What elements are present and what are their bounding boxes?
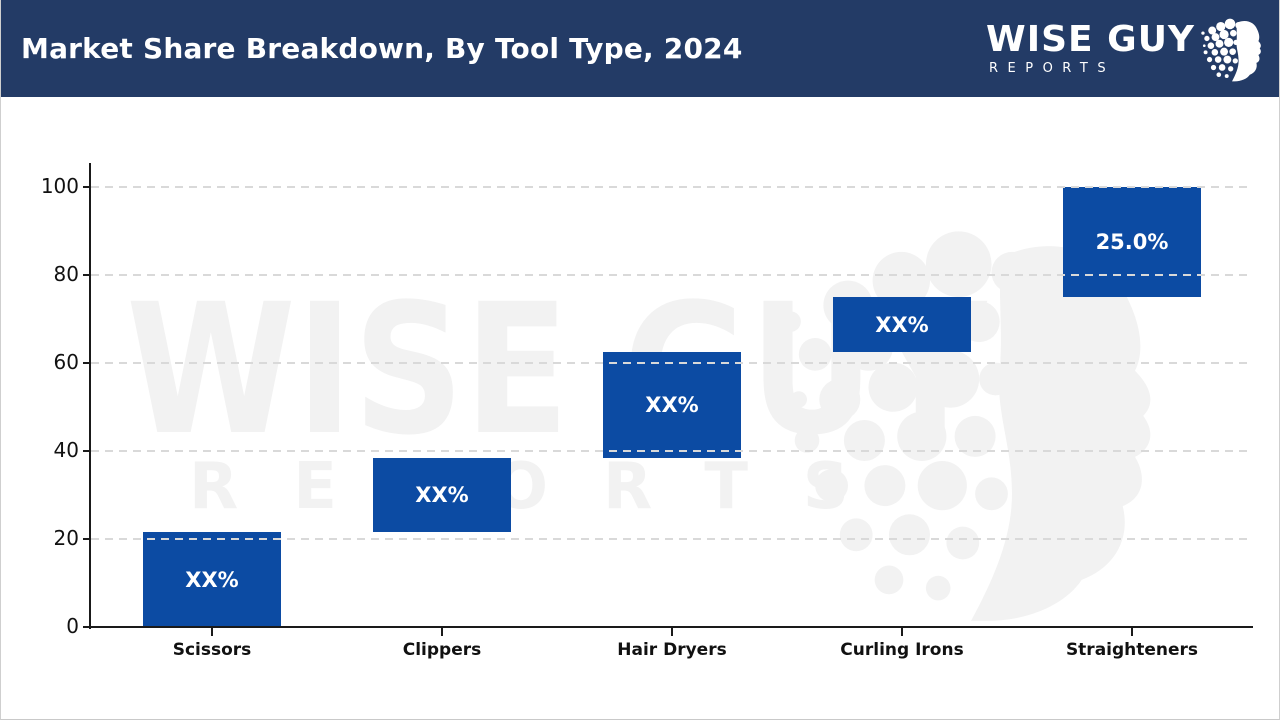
y-axis-tick — [83, 362, 91, 364]
x-category-label: Scissors — [172, 640, 252, 660]
y-tick-label: 80 — [53, 262, 79, 286]
x-category-label: Clippers — [402, 640, 482, 660]
y-gridline — [91, 274, 1253, 276]
y-gridline — [91, 538, 1253, 540]
x-axis-tick — [671, 628, 673, 636]
y-gridline — [91, 186, 1253, 188]
y-gridline — [91, 362, 1253, 364]
bar-clippers: XX% — [373, 457, 511, 533]
y-axis-tick — [83, 450, 91, 452]
x-axis-tick — [901, 628, 903, 636]
bar-value-label: XX% — [645, 392, 699, 417]
header-bar: Market Share Breakdown, By Tool Type, 20… — [1, 0, 1279, 97]
y-gridline — [91, 450, 1253, 452]
y-tick-label: 40 — [53, 438, 79, 462]
y-tick-label: 0 — [66, 614, 79, 638]
page-title: Market Share Breakdown, By Tool Type, 20… — [21, 32, 743, 65]
x-category-label: Curling Irons — [840, 640, 964, 660]
bar-value-label: XX% — [185, 567, 239, 592]
logo-main-text: WISE GUY — [985, 18, 1195, 60]
bar-scissors: XX% — [143, 532, 281, 627]
wise-guy-logo: WISE GUY REPORTS — [986, 9, 1265, 89]
bar-value-label: 25.0% — [1095, 230, 1169, 254]
x-axis-tick — [211, 628, 213, 636]
x-category-label: Hair Dryers — [617, 640, 727, 660]
bar-value-label: XX% — [415, 482, 469, 507]
x-axis-tick — [441, 628, 443, 636]
logo-face-icon — [1199, 9, 1265, 89]
y-tick-label: 60 — [53, 350, 79, 374]
y-axis-line — [89, 163, 91, 629]
y-axis-tick — [83, 274, 91, 276]
bar-curling-irons: XX% — [833, 297, 971, 352]
x-category-label: Straighteners — [1065, 640, 1199, 660]
bar-hair-dryers: XX% — [603, 352, 741, 458]
x-axis-tick — [1131, 628, 1133, 636]
bar-value-label: XX% — [875, 312, 929, 337]
y-axis-tick — [83, 626, 91, 628]
y-axis-tick — [83, 186, 91, 188]
y-axis-tick — [83, 538, 91, 540]
y-tick-label: 100 — [40, 174, 79, 198]
y-tick-label: 20 — [53, 526, 79, 550]
bar-straighteners: 25.0% — [1063, 187, 1201, 297]
logo-sub-text: REPORTS — [988, 60, 1116, 76]
x-axis-line — [89, 626, 1253, 628]
